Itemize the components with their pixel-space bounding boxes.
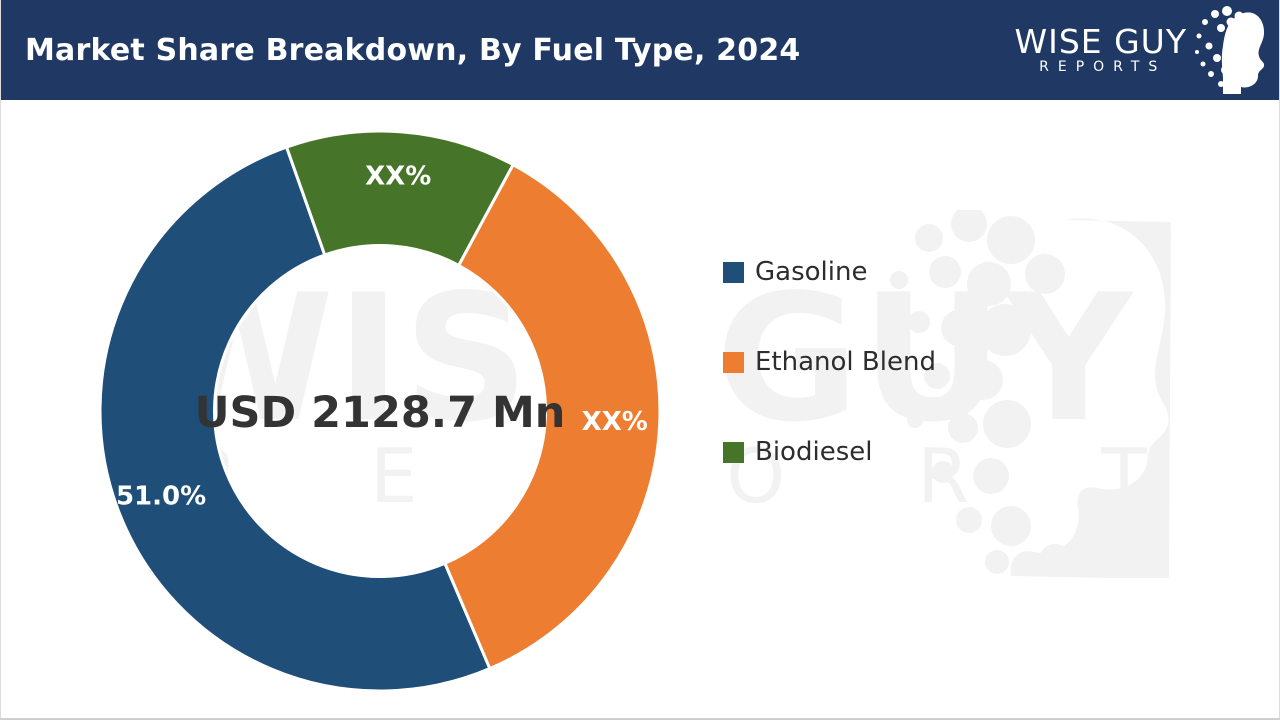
donut-slice-gasoline: [98, 145, 492, 693]
brand-logo-text: WISE GUY REPORTS: [1014, 21, 1187, 76]
donut-slice-ethanol-blend: [442, 162, 662, 671]
legend-item-gasoline: Gasoline: [723, 258, 936, 286]
slice-label-ethanol-blend: XX%: [582, 407, 648, 437]
legend-item-ethanol-blend: Ethanol Blend: [723, 348, 936, 376]
brand-logo: WISE GUY REPORTS: [1014, 6, 1267, 94]
brand-subtitle: REPORTS: [1039, 59, 1167, 76]
legend-label: Ethanol Blend: [755, 347, 936, 377]
legend-swatch-gasoline: [723, 261, 744, 283]
legend-swatch-ethanol-blend: [723, 351, 744, 373]
brand-head-icon: [1195, 6, 1265, 94]
chart-legend: Gasoline Ethanol Blend Biodiesel: [723, 258, 936, 528]
slice-label-biodiesel: XX%: [365, 162, 431, 192]
page-title: Market Share Breakdown, By Fuel Type, 20…: [25, 32, 801, 68]
legend-label: Gasoline: [755, 257, 868, 287]
slice-label-gasoline: 51.0%: [116, 481, 206, 511]
chart-center-total: USD 2128.7 Mn: [195, 388, 566, 438]
legend-swatch-biodiesel: [723, 441, 744, 463]
donut-slice-biodiesel: [284, 129, 516, 268]
watermark-head-dots: [890, 210, 1171, 578]
donut-chart: USD 2128.7 Mn XX% XX% 51.0%: [98, 129, 662, 693]
legend-label: Biodiesel: [755, 437, 873, 467]
brand-name: WISE GUY: [1014, 21, 1187, 61]
header: Market Share Breakdown, By Fuel Type, 20…: [1, 0, 1279, 100]
legend-item-biodiesel: Biodiesel: [723, 438, 936, 466]
